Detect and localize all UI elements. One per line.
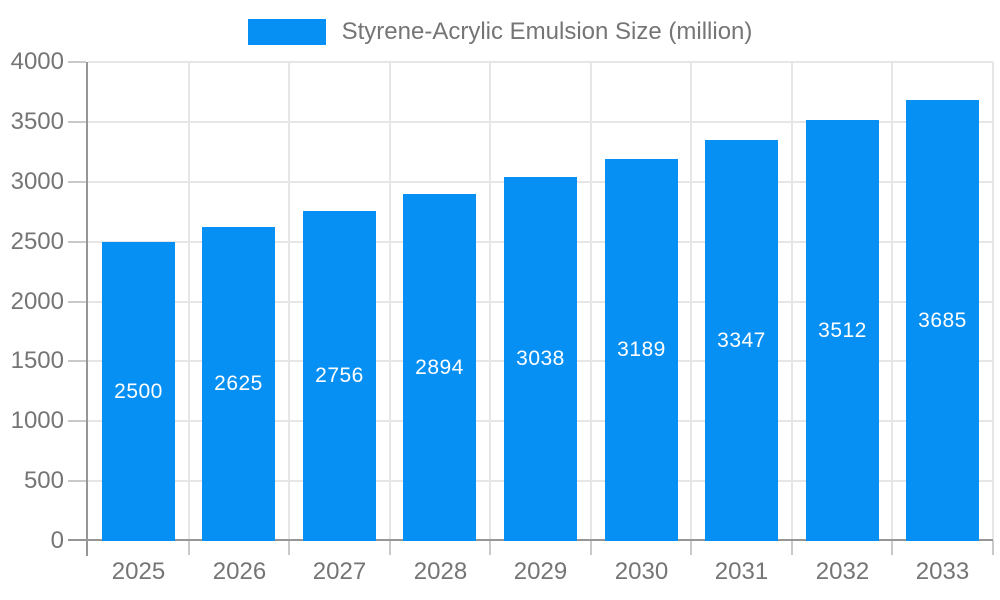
y-axis-tick: [68, 61, 86, 63]
vertical-gridline: [188, 62, 190, 541]
bar-value-label: 3038: [516, 347, 565, 370]
y-axis-tick-label: 0: [50, 527, 64, 554]
vertical-gridline: [288, 62, 290, 541]
x-axis-category-label: 2025: [111, 558, 166, 585]
x-axis-category-label: 2027: [312, 558, 367, 585]
bar-chart-plot-area: 0 500 1000 1500 2000 2500 3000 3500 4000 2500 2025…: [11, 48, 994, 585]
x-axis-tick: [791, 541, 793, 555]
x-axis-tick: [188, 541, 190, 555]
bar-value-label: 2500: [114, 379, 163, 403]
bar: 2756: [303, 211, 376, 541]
legend: Styrene-Acrylic Emulsion Size (million): [0, 18, 1000, 46]
vertical-gridline: [389, 62, 391, 541]
y-axis-tick: [68, 480, 86, 483]
horizontal-gridline: [88, 61, 993, 63]
bar: 3512: [806, 120, 879, 541]
y-axis-tick: [68, 360, 86, 363]
x-axis-tick: [891, 541, 893, 555]
y-axis-tick-label: 2000: [10, 287, 64, 315]
y-axis-line: [86, 62, 88, 556]
x-axis-category-label: 2032: [815, 558, 870, 585]
legend-label: Styrene-Acrylic Emulsion Size (million): [341, 18, 753, 45]
bar-value-label: 2756: [315, 364, 364, 387]
vertical-gridline: [992, 62, 994, 541]
x-axis-tick: [590, 541, 592, 555]
x-axis-category-label: 2030: [614, 558, 669, 585]
x-axis-tick: [389, 541, 391, 555]
bar: 3189: [605, 159, 678, 541]
y-axis-tick-label: 1000: [10, 407, 64, 435]
vertical-gridline: [489, 62, 491, 541]
y-axis-tick-label: 2500: [10, 227, 64, 255]
bar: 3038: [504, 177, 577, 541]
bar: 3685: [906, 100, 979, 541]
y-axis-tick-label: 4000: [10, 48, 64, 75]
vertical-gridline: [690, 62, 692, 541]
bar-value-label: 3189: [617, 338, 666, 361]
x-axis-tick: [992, 541, 994, 555]
y-axis-tick: [68, 120, 86, 123]
x-axis-category-label: 2028: [413, 558, 468, 585]
x-axis-category-label: 2031: [714, 558, 769, 585]
x-axis-tick: [489, 541, 491, 555]
vertical-gridline: [791, 62, 793, 541]
bar-value-label: 2625: [214, 372, 263, 395]
bar-value-label: 2894: [415, 355, 464, 379]
x-axis-category-label: 2029: [513, 558, 568, 585]
y-axis-tick-label: 500: [23, 467, 64, 495]
y-axis-tick-label: 1500: [10, 347, 64, 375]
x-axis-tick: [288, 541, 290, 555]
y-axis-tick: [68, 300, 86, 303]
x-axis-category-label: 2026: [212, 558, 267, 585]
y-axis-tick: [68, 240, 86, 243]
horizontal-gridline: [88, 120, 993, 123]
bar: 3347: [705, 140, 778, 541]
x-axis-tick: [690, 541, 692, 555]
bar-value-label: 3347: [717, 328, 766, 352]
y-axis-tick: [68, 420, 86, 423]
y-axis-tick: [68, 180, 86, 183]
y-axis-tick-label: 3000: [10, 167, 64, 195]
bar-value-label: 3685: [918, 308, 967, 332]
vertical-gridline: [590, 62, 592, 541]
x-axis-category-label: 2033: [915, 558, 970, 585]
bar: 2894: [403, 194, 476, 541]
legend-swatch-icon: [247, 19, 326, 45]
bar-value-label: 3512: [818, 318, 867, 342]
bar: 2625: [202, 227, 275, 541]
y-axis-tick-label: 3500: [10, 107, 64, 135]
bar: 2500: [102, 242, 175, 541]
vertical-gridline: [891, 62, 893, 541]
